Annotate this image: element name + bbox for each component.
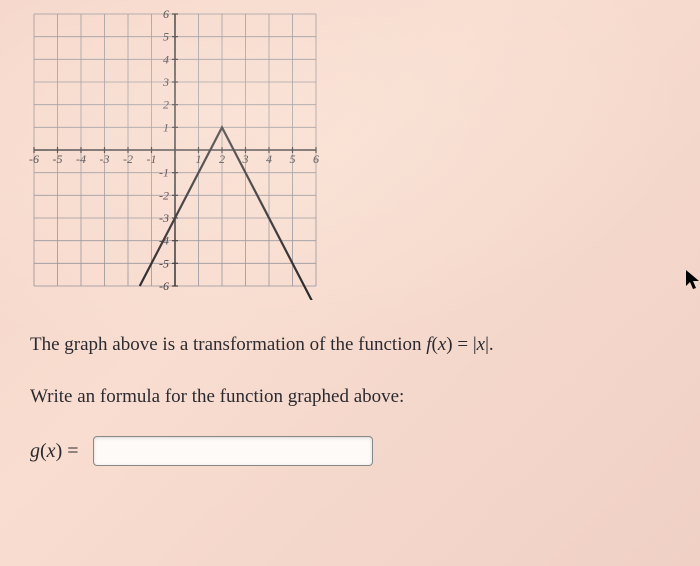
question-line-2: Write an formula for the function graphe… (30, 382, 660, 412)
svg-text:1: 1 (163, 120, 169, 134)
cursor-icon (686, 270, 700, 292)
answer-input[interactable] (93, 436, 373, 466)
svg-text:6: 6 (163, 7, 169, 21)
svg-text:-4: -4 (76, 152, 86, 166)
svg-text:-1: -1 (159, 166, 169, 180)
svg-text:6: 6 (313, 152, 319, 166)
question-line-1-post: . (489, 334, 494, 355)
graph-panel: -6-5-4-3-2-1123456123456-1-2-3-4-5-6 (20, 0, 330, 300)
svg-text:5: 5 (290, 152, 296, 166)
svg-text:-5: -5 (159, 256, 169, 270)
svg-text:-6: -6 (159, 279, 169, 293)
svg-text:-3: -3 (159, 211, 169, 225)
svg-text:1: 1 (196, 152, 202, 166)
svg-text:4: 4 (266, 152, 272, 166)
svg-text:-2: -2 (159, 188, 169, 202)
svg-text:-3: -3 (100, 152, 110, 166)
fx-expression: f(x) = |x| (426, 334, 489, 355)
answer-row: g(x) = (30, 435, 660, 467)
svg-text:3: 3 (242, 152, 249, 166)
svg-text:4: 4 (163, 52, 169, 66)
svg-text:3: 3 (162, 75, 169, 89)
question-line-1-pre: The graph above is a transformation of t… (30, 334, 426, 355)
svg-text:-5: -5 (53, 152, 63, 166)
svg-text:-2: -2 (123, 152, 133, 166)
svg-text:-6: -6 (29, 152, 39, 166)
svg-text:2: 2 (219, 152, 225, 166)
question-block: The graph above is a transformation of t… (30, 330, 660, 467)
coordinate-grid: -6-5-4-3-2-1123456123456-1-2-3-4-5-6 (20, 0, 330, 300)
answer-label: g(x) = (30, 435, 79, 467)
svg-text:5: 5 (163, 30, 169, 44)
svg-text:-1: -1 (147, 152, 157, 166)
question-line-1: The graph above is a transformation of t… (30, 330, 660, 360)
svg-text:2: 2 (163, 98, 169, 112)
